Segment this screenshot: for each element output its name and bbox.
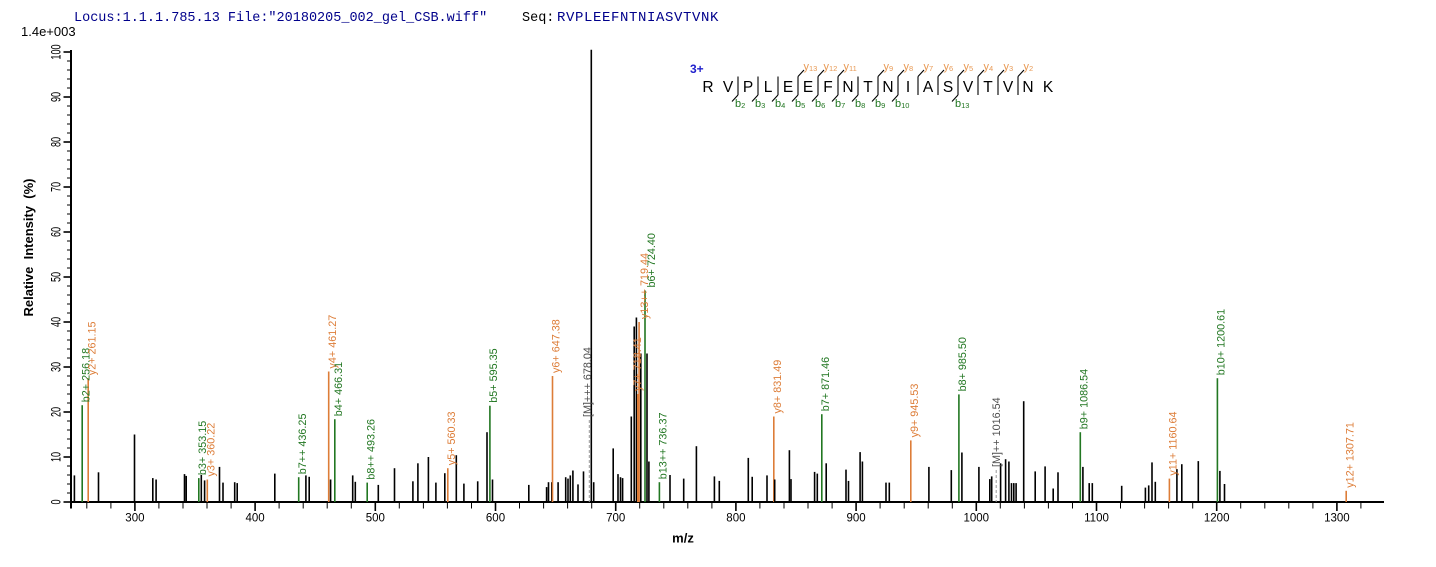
svg-text:b10: b10 bbox=[895, 98, 909, 110]
svg-text:1300: 1300 bbox=[1324, 513, 1350, 525]
svg-text:b5: b5 bbox=[795, 98, 805, 110]
svg-text:Seq:: Seq: bbox=[522, 11, 554, 26]
svg-text:E: E bbox=[803, 79, 813, 96]
svg-text:V: V bbox=[723, 79, 734, 96]
svg-text:b2: b2 bbox=[735, 98, 745, 110]
svg-text:RVPLEEFNTNIASVTVNK: RVPLEEFNTNIASVTVNK bbox=[557, 10, 719, 26]
svg-text:y11: y11 bbox=[844, 61, 857, 73]
svg-text:900: 900 bbox=[847, 513, 866, 525]
svg-text:700: 700 bbox=[606, 513, 625, 525]
svg-text:Locus:1.1.1.785.13 File:"20180: Locus:1.1.1.785.13 File:"20180205_002_ge… bbox=[74, 11, 487, 26]
svg-text:y3: y3 bbox=[1004, 61, 1014, 73]
svg-text:b10+ 1200.61: b10+ 1200.61 bbox=[1216, 309, 1228, 375]
svg-text:20: 20 bbox=[47, 407, 64, 417]
svg-text:1200: 1200 bbox=[1204, 513, 1230, 525]
svg-text:80: 80 bbox=[47, 137, 64, 147]
svg-text:S: S bbox=[943, 79, 953, 96]
svg-text:y13++ 719.44: y13++ 719.44 bbox=[639, 253, 651, 319]
svg-text:y8: y8 bbox=[904, 61, 914, 73]
svg-text:b13: b13 bbox=[955, 98, 969, 110]
svg-text:800: 800 bbox=[726, 513, 745, 525]
svg-text:E: E bbox=[783, 79, 793, 96]
svg-text:1.4e+003: 1.4e+003 bbox=[21, 24, 76, 39]
svg-text:b3+ 353.15: b3+ 353.15 bbox=[197, 421, 209, 475]
svg-text:b9+ 1086.54: b9+ 1086.54 bbox=[1079, 369, 1091, 429]
svg-text:y2: y2 bbox=[1024, 61, 1034, 73]
svg-text:N: N bbox=[882, 79, 893, 96]
svg-text:T: T bbox=[983, 79, 993, 96]
svg-text:400: 400 bbox=[246, 513, 265, 525]
svg-text:10: 10 bbox=[47, 452, 64, 462]
svg-text:b7++ 436.25: b7++ 436.25 bbox=[297, 414, 309, 475]
svg-text:b6: b6 bbox=[815, 98, 825, 110]
svg-text:3+: 3+ bbox=[690, 62, 704, 76]
svg-text:y6+ 647.38: y6+ 647.38 bbox=[551, 319, 563, 373]
svg-text:L: L bbox=[764, 79, 773, 96]
svg-text:600: 600 bbox=[486, 513, 505, 525]
svg-text:30: 30 bbox=[47, 362, 64, 372]
svg-text:50: 50 bbox=[47, 272, 64, 282]
svg-text:P: P bbox=[743, 79, 753, 96]
svg-text:K: K bbox=[1043, 79, 1054, 96]
svg-text:b2+ 256.18: b2+ 256.18 bbox=[80, 348, 92, 402]
svg-text:y6: y6 bbox=[944, 61, 954, 73]
svg-text:F: F bbox=[823, 79, 832, 96]
svg-text:b7+ 871.46: b7+ 871.46 bbox=[820, 357, 832, 411]
svg-text:b3: b3 bbox=[755, 98, 765, 110]
svg-text:b7: b7 bbox=[835, 98, 845, 110]
svg-text:V: V bbox=[1003, 79, 1014, 96]
svg-text:y9+ 945.53: y9+ 945.53 bbox=[909, 384, 921, 438]
svg-text:y4: y4 bbox=[984, 61, 994, 73]
svg-text:y2+ 261.15: y2+ 261.15 bbox=[86, 321, 98, 375]
svg-text:y11+ 1160.64: y11+ 1160.64 bbox=[1168, 411, 1180, 475]
svg-text:100: 100 bbox=[47, 44, 64, 60]
svg-text:V: V bbox=[963, 79, 974, 96]
svg-text:70: 70 bbox=[47, 182, 64, 192]
svg-text:b8+ 985.50: b8+ 985.50 bbox=[957, 337, 969, 391]
svg-text:A: A bbox=[923, 79, 934, 96]
svg-text:1100: 1100 bbox=[1084, 513, 1109, 525]
svg-text:b8++ 493.26: b8++ 493.26 bbox=[365, 419, 377, 480]
svg-text:500: 500 bbox=[366, 513, 385, 525]
svg-text:b4: b4 bbox=[775, 98, 785, 110]
svg-text:y8+ 831.49: y8+ 831.49 bbox=[772, 360, 784, 414]
svg-text:b6+ 724.40: b6+ 724.40 bbox=[646, 233, 658, 287]
svg-text:I: I bbox=[906, 79, 910, 96]
svg-text:N: N bbox=[842, 79, 853, 96]
svg-text:y5+ 560.33: y5+ 560.33 bbox=[446, 411, 458, 465]
svg-text:y5: y5 bbox=[964, 61, 974, 73]
svg-text:y13: y13 bbox=[804, 61, 818, 73]
svg-text:b8: b8 bbox=[855, 98, 865, 110]
svg-text:R: R bbox=[702, 79, 713, 96]
svg-text:90: 90 bbox=[47, 92, 64, 102]
svg-text:1000: 1000 bbox=[964, 513, 990, 525]
svg-text:b5+ 595.35: b5+ 595.35 bbox=[488, 348, 500, 402]
svg-text:40: 40 bbox=[47, 317, 64, 327]
svg-text:y12: y12 bbox=[824, 61, 838, 73]
svg-text:b4+ 466.31: b4+ 466.31 bbox=[333, 362, 345, 416]
svg-text:y7: y7 bbox=[924, 61, 934, 73]
svg-text:m/z: m/z bbox=[672, 531, 694, 546]
svg-text:T: T bbox=[863, 79, 873, 96]
svg-text:y9: y9 bbox=[884, 61, 894, 73]
svg-text:[M]++ 1016.54: [M]++ 1016.54 bbox=[991, 397, 1003, 467]
svg-text:60: 60 bbox=[47, 227, 64, 237]
svg-text:y4+ 461.27: y4+ 461.27 bbox=[327, 315, 339, 369]
svg-text:y12+ 1307.71: y12+ 1307.71 bbox=[1344, 422, 1356, 488]
svg-text:300: 300 bbox=[125, 513, 144, 525]
svg-text:[M]+++ 678.04: [M]+++ 678.04 bbox=[582, 347, 594, 417]
svg-text:Relative Intensity (%): Relative Intensity (%) bbox=[21, 179, 36, 317]
svg-text:y7+ 718.41: y7+ 718.41 bbox=[632, 337, 644, 391]
svg-text:b9: b9 bbox=[875, 98, 885, 110]
svg-text:N: N bbox=[1022, 79, 1033, 96]
svg-text:0: 0 bbox=[47, 499, 64, 504]
svg-text:y3+ 360.22: y3+ 360.22 bbox=[206, 423, 218, 477]
svg-text:b13++ 736.37: b13++ 736.37 bbox=[658, 413, 670, 480]
